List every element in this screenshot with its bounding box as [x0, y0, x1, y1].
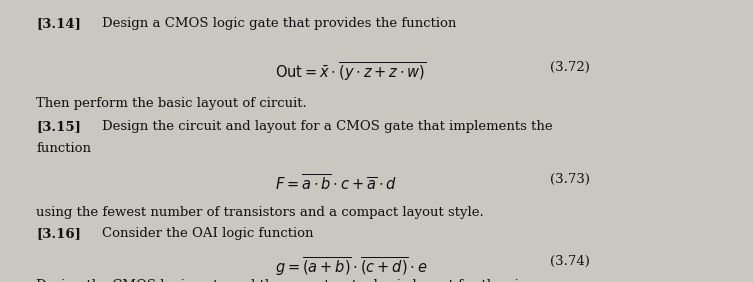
Text: $\mathrm{Out} = \bar{x} \cdot \overline{(y \cdot z + z \cdot w)}$: $\mathrm{Out} = \bar{x} \cdot \overline{…	[275, 61, 427, 84]
Text: Design a CMOS logic gate that provides the function: Design a CMOS logic gate that provides t…	[102, 17, 456, 30]
Text: $F = \overline{a \cdot b} \cdot c + \overline{a} \cdot d$: $F = \overline{a \cdot b} \cdot c + \ove…	[275, 173, 397, 194]
Text: Consider the OAI logic function: Consider the OAI logic function	[102, 227, 313, 240]
Text: (3.72): (3.72)	[550, 61, 590, 74]
Text: (3.74): (3.74)	[550, 255, 590, 268]
Text: [3.16]: [3.16]	[36, 227, 81, 240]
Text: using the fewest number of transistors and a compact layout style.: using the fewest number of transistors a…	[36, 206, 483, 219]
Text: Design the circuit and layout for a CMOS gate that implements the: Design the circuit and layout for a CMOS…	[102, 120, 552, 133]
Text: $g = \overline{(a+b)} \cdot \overline{(c+d)} \cdot e$: $g = \overline{(a+b)} \cdot \overline{(c…	[275, 255, 428, 278]
Text: [3.14]: [3.14]	[36, 17, 81, 30]
Text: function: function	[36, 142, 91, 155]
Text: [3.15]: [3.15]	[36, 120, 81, 133]
Text: Design the CMOS logic gate and then construct a basic layout for the cir-: Design the CMOS logic gate and then cons…	[36, 279, 530, 282]
Text: Then perform the basic layout of circuit.: Then perform the basic layout of circuit…	[36, 97, 306, 110]
Text: (3.73): (3.73)	[550, 173, 590, 186]
